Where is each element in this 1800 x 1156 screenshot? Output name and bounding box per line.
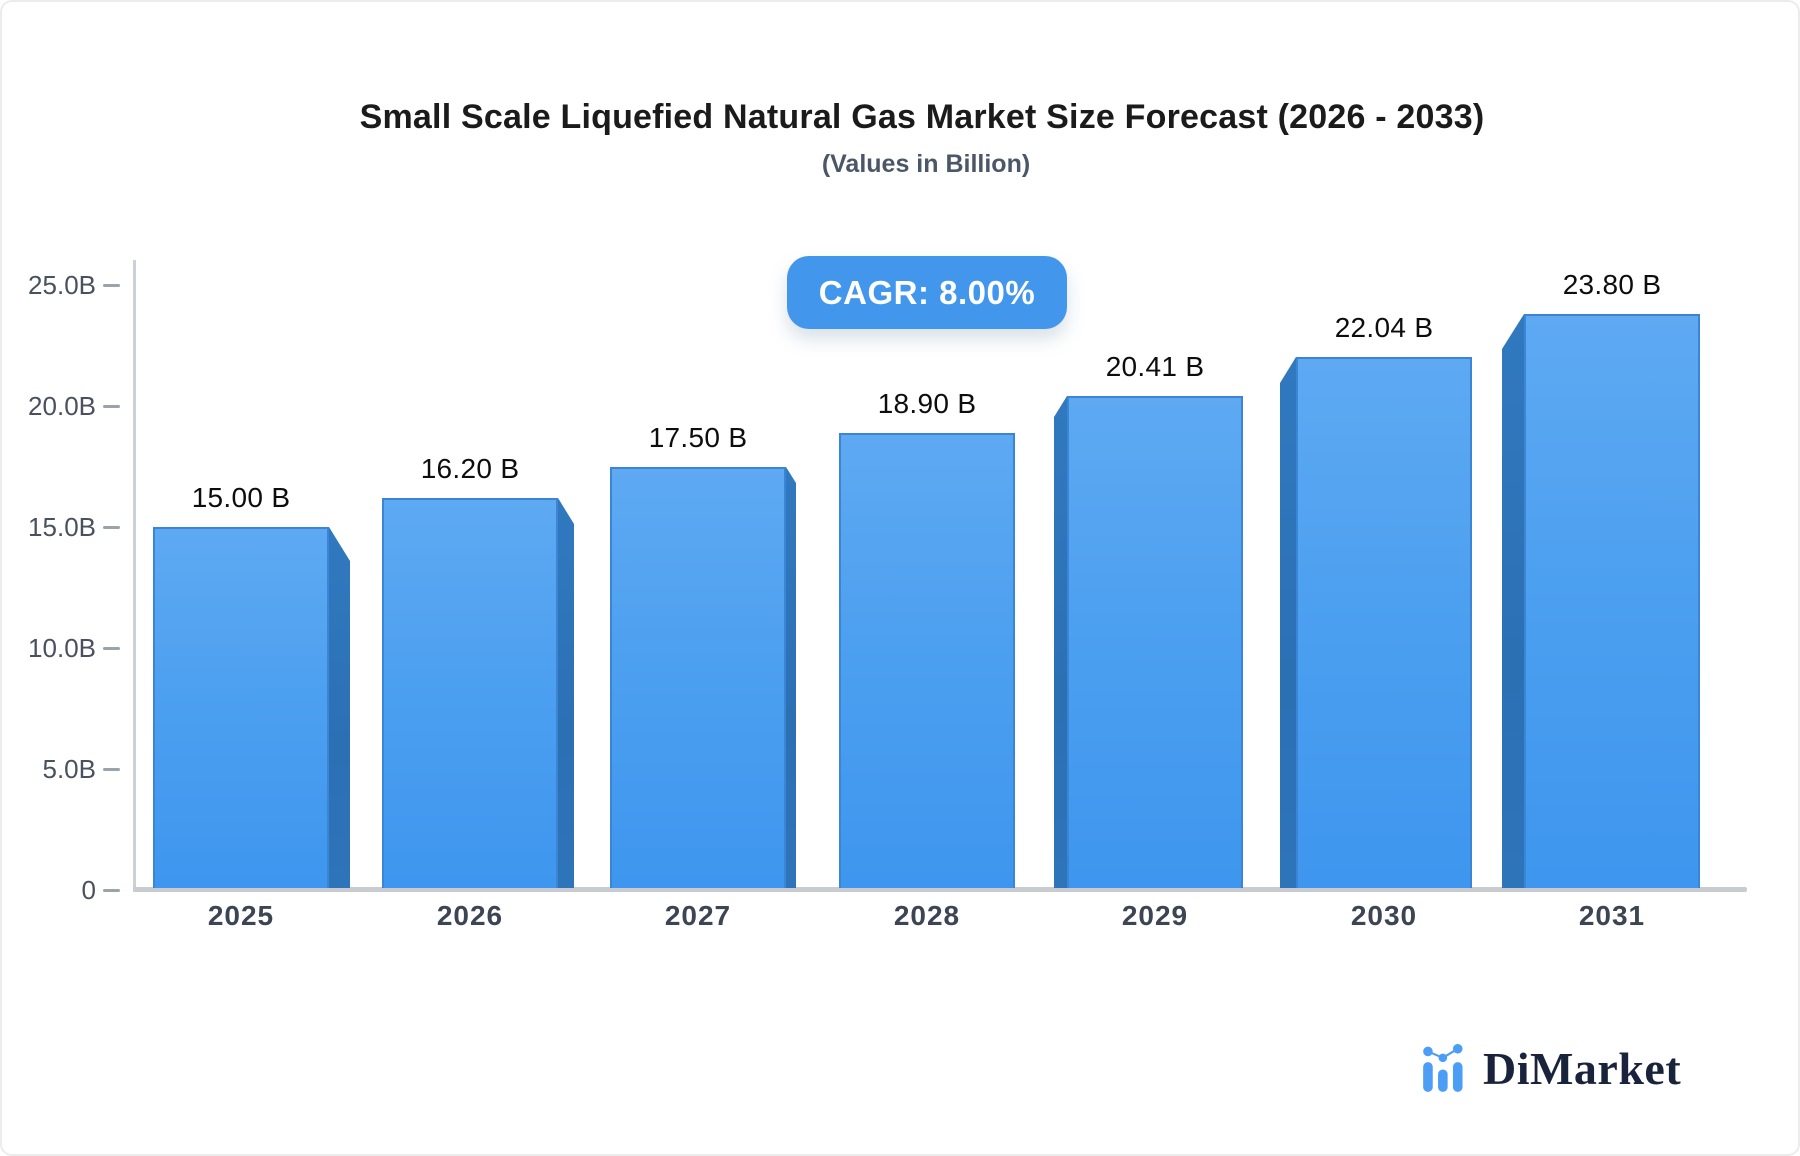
y-axis-tick-mark	[103, 526, 120, 529]
bar-value-label: 16.20 B	[420, 453, 520, 484]
bar-value-label: 23.80 B	[1562, 269, 1662, 300]
y-axis-tick-label: 20.0B	[28, 391, 96, 421]
brand-logo: DiMarket	[1422, 1042, 1681, 1095]
cagr-badge: CAGR: 8.00%	[787, 256, 1067, 329]
x-axis-label: 2026	[436, 900, 504, 931]
x-axis-label: 2030	[1350, 900, 1418, 931]
y-axis-tick-label: 0	[81, 875, 96, 905]
x-axis-label: 2029	[1121, 900, 1189, 931]
cagr-badge-label: CAGR: 8.00%	[818, 273, 1036, 311]
bar-side-face	[1054, 396, 1067, 888]
y-axis-tick-label: 25.0B	[28, 270, 96, 300]
bar-2025	[153, 527, 329, 888]
chart-title: Small Scale Liquefied Natural Gas Market…	[359, 98, 1485, 136]
bar-value-label: 17.50 B	[648, 422, 748, 453]
y-axis-tick-label: 10.0B	[28, 633, 96, 663]
bar-2028	[839, 433, 1015, 888]
y-axis-line	[133, 260, 136, 892]
x-axis-baseline	[133, 887, 1747, 892]
bar-2030	[1296, 357, 1472, 888]
chart-subtitle: (Values in Billion)	[821, 150, 1031, 178]
bar-2026	[382, 498, 558, 888]
y-axis-tick-mark	[103, 405, 120, 408]
x-axis-label: 2025	[207, 900, 275, 931]
bar-side-face	[329, 527, 350, 888]
bar-value-label: 20.41 B	[1105, 351, 1205, 382]
x-axis-label: 2027	[664, 900, 732, 931]
bar-side-face	[1280, 357, 1296, 888]
bar-side-face	[1502, 314, 1524, 888]
bar-value-label: 22.04 B	[1334, 312, 1434, 343]
bar-2031	[1524, 314, 1700, 888]
bar-side-face	[786, 467, 796, 888]
bar-value-label: 15.00 B	[191, 482, 291, 513]
dimarket-logo-icon	[1423, 1043, 1463, 1092]
y-axis-tick-mark	[103, 284, 120, 287]
bar-side-face	[558, 498, 574, 888]
y-axis-tick-mark	[103, 647, 120, 650]
y-axis-tick-label: 5.0B	[42, 754, 97, 784]
x-axis-label: 2028	[893, 900, 961, 931]
x-axis-label: 2031	[1578, 900, 1646, 931]
y-axis-tick-mark	[103, 889, 120, 892]
y-axis-tick-label: 15.0B	[28, 512, 96, 542]
brand-name: DiMarket	[1483, 1043, 1682, 1094]
y-axis-tick-mark	[103, 768, 120, 771]
bar-2027	[610, 467, 786, 888]
bar-value-label: 18.90 B	[877, 388, 977, 419]
bar-2029	[1067, 396, 1243, 888]
